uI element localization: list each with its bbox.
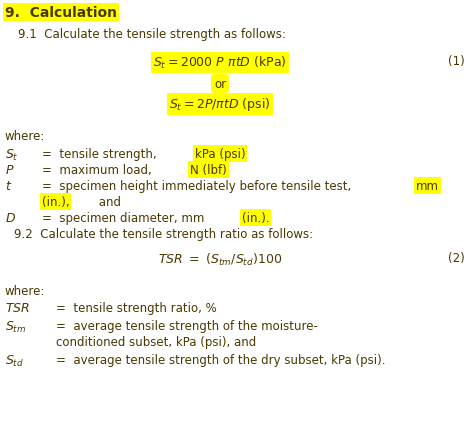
- Text: =  maximum load,: = maximum load,: [42, 164, 152, 177]
- Text: (2): (2): [448, 251, 465, 265]
- Text: $TSR$: $TSR$: [5, 301, 30, 314]
- Text: conditioned subset, kPa (psi), and: conditioned subset, kPa (psi), and: [56, 335, 256, 348]
- Text: =  average tensile strength of the dry subset, kPa (psi).: = average tensile strength of the dry su…: [56, 353, 385, 366]
- Text: =  specimen diameter, mm: = specimen diameter, mm: [42, 211, 204, 225]
- Text: 9.  Calculation: 9. Calculation: [5, 6, 117, 20]
- Text: $P$: $P$: [5, 164, 15, 177]
- Text: $t$: $t$: [5, 180, 12, 193]
- Text: and: and: [95, 196, 121, 208]
- Text: (1): (1): [448, 55, 465, 68]
- Text: $TSR\ =\ (S_{tm}/S_{td})100$: $TSR\ =\ (S_{tm}/S_{td})100$: [158, 251, 282, 268]
- Text: =  average tensile strength of the moisture-: = average tensile strength of the moistu…: [56, 319, 318, 332]
- Text: (in.),: (in.),: [42, 196, 70, 208]
- Text: (in.).: (in.).: [242, 211, 270, 225]
- Text: N (lbf): N (lbf): [190, 164, 227, 177]
- Text: 9.1  Calculate the tensile strength as follows:: 9.1 Calculate the tensile strength as fo…: [18, 28, 286, 41]
- Text: $S_{tm}$: $S_{tm}$: [5, 319, 26, 334]
- Text: mm: mm: [416, 180, 439, 193]
- Text: $S_t = 2000\ P\ \pi tD\ \mathrm{(kPa)}$: $S_t = 2000\ P\ \pi tD\ \mathrm{(kPa)}$: [153, 55, 287, 71]
- Text: $S_{td}$: $S_{td}$: [5, 353, 24, 368]
- Text: =  tensile strength,: = tensile strength,: [42, 148, 156, 161]
- Text: where:: where:: [5, 284, 46, 297]
- Text: $S_t = 2P/\pi tD\ \mathrm{(psi)}$: $S_t = 2P/\pi tD\ \mathrm{(psi)}$: [169, 96, 271, 113]
- Text: $D$: $D$: [5, 211, 16, 225]
- Text: =  specimen height immediately before tensile test,: = specimen height immediately before ten…: [42, 180, 351, 193]
- Text: kPa (psi): kPa (psi): [195, 148, 246, 161]
- Text: where:: where:: [5, 130, 46, 143]
- Text: $S_t$: $S_t$: [5, 148, 18, 163]
- Text: =  tensile strength ratio, %: = tensile strength ratio, %: [56, 301, 217, 314]
- Text: or: or: [214, 78, 226, 91]
- Text: 9.2  Calculate the tensile strength ratio as follows:: 9.2 Calculate the tensile strength ratio…: [14, 227, 313, 240]
